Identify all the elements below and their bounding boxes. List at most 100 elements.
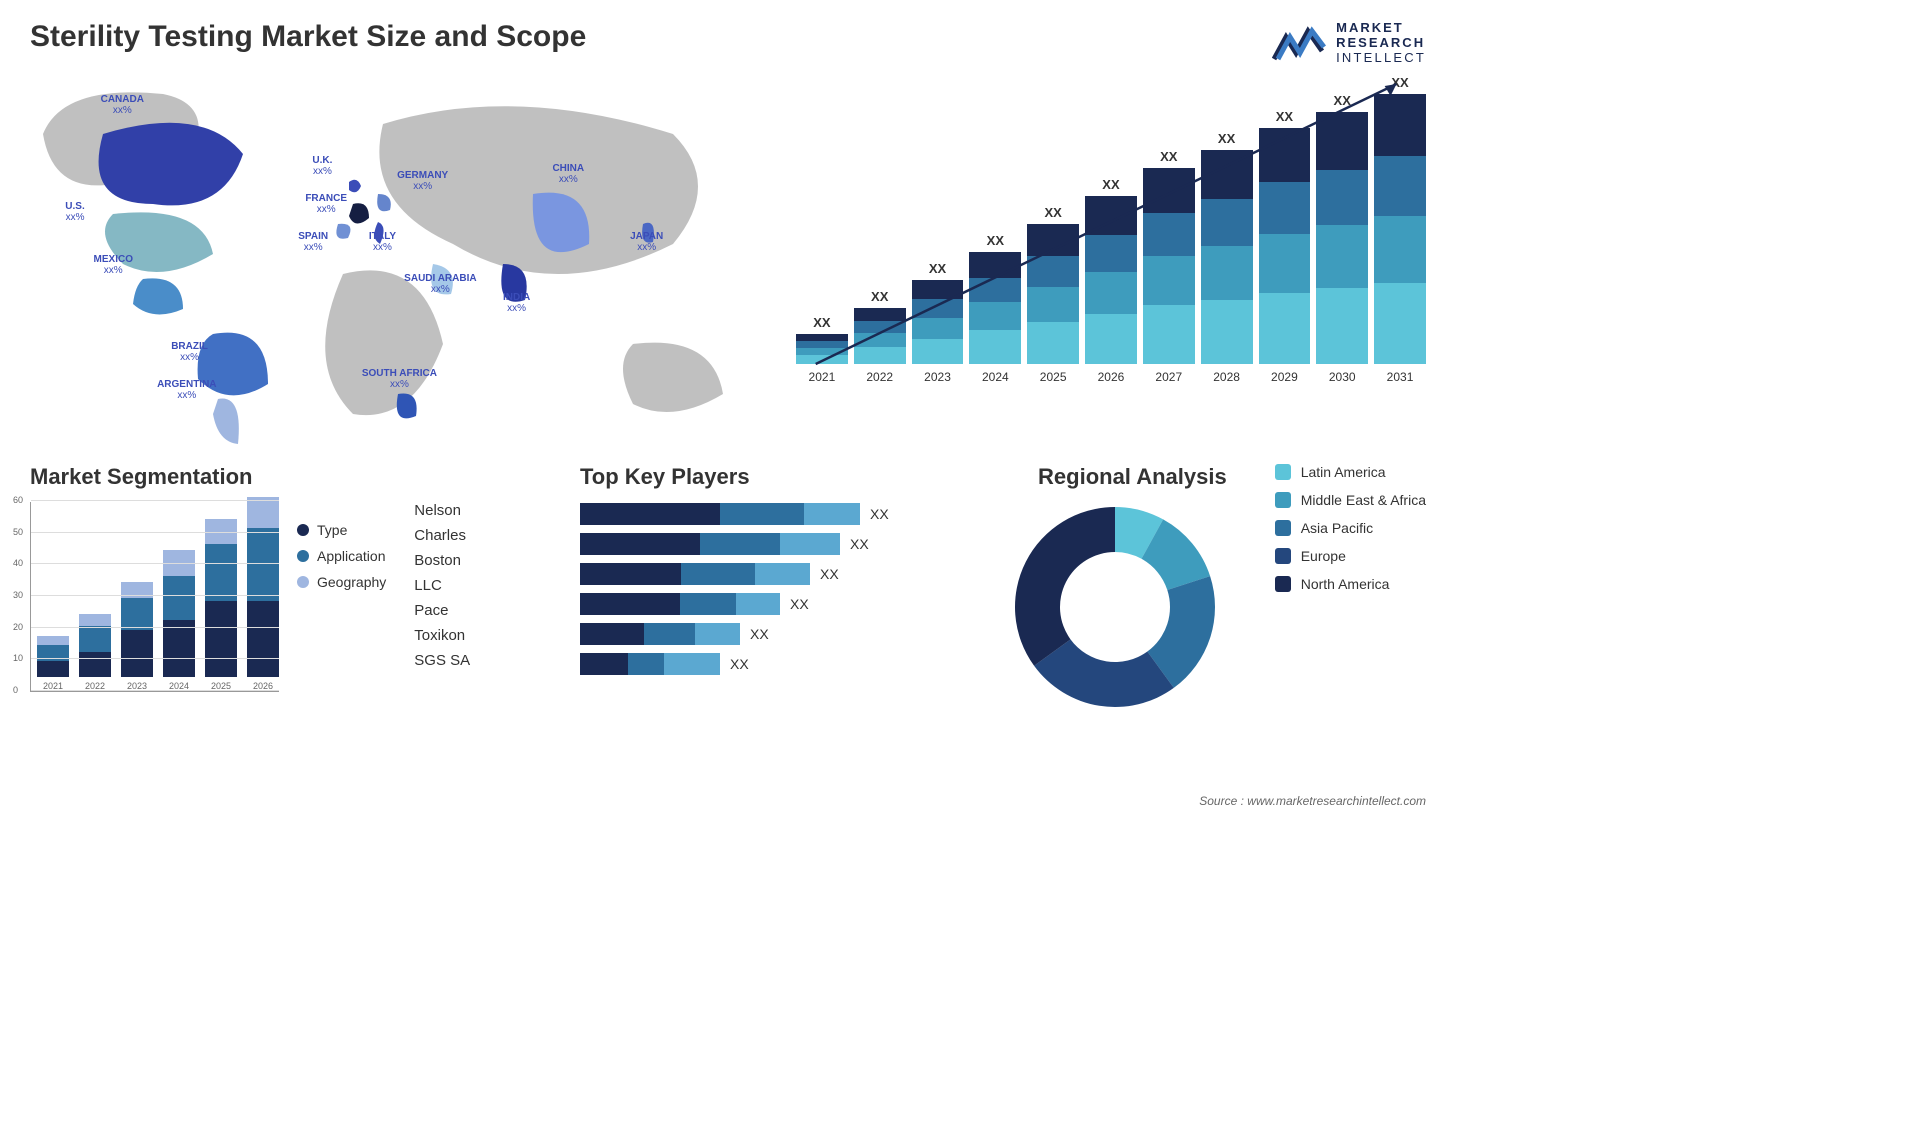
source-label: Source : www.marketresearchintellect.com — [1199, 794, 1426, 808]
players-section: Top Key Players XXXXXXXXXXXX — [580, 464, 980, 717]
forecast-bar-label: XX — [929, 261, 946, 276]
regional-legend-item[interactable]: North America — [1275, 576, 1426, 592]
forecast-bar-label: XX — [871, 289, 888, 304]
map-label: SPAINxx% — [298, 231, 328, 253]
forecast-bar-label: XX — [813, 315, 830, 330]
forecast-year: 2024 — [982, 370, 1009, 384]
logo-text-2: RESEARCH — [1336, 35, 1426, 50]
map-label: CHINAxx% — [552, 163, 584, 185]
segmentation-section: Market Segmentation 01020304050602021202… — [30, 464, 550, 717]
forecast-bar[interactable]: XX2031 — [1374, 75, 1426, 384]
map-label: SAUDI ARABIAxx% — [404, 273, 476, 295]
donut-chart — [1010, 502, 1220, 712]
map-label: INDIAxx% — [503, 292, 530, 314]
regional-legend-label: Europe — [1301, 548, 1346, 564]
forecast-year: 2025 — [1040, 370, 1067, 384]
forecast-bar-label: XX — [1334, 93, 1351, 108]
seg-name: Toxikon — [414, 627, 470, 644]
forecast-year: 2027 — [1155, 370, 1182, 384]
forecast-bar[interactable]: XX 2022 — [854, 289, 906, 384]
player-value: XX — [730, 656, 749, 672]
seg-legend-item[interactable]: Type — [297, 522, 386, 538]
regional-legend-label: Middle East & Africa — [1301, 492, 1426, 508]
logo-text-3: INTELLECT — [1336, 50, 1426, 65]
seg-name: LLC — [414, 577, 470, 594]
player-row[interactable]: XX — [580, 652, 980, 676]
map-label: BRAZILxx% — [171, 341, 208, 363]
regional-legend-label: Latin America — [1301, 464, 1386, 480]
player-value: XX — [820, 566, 839, 582]
forecast-chart: XX2021XX2022XX2023XX2024XX2025XX2026XX20… — [786, 64, 1426, 444]
regional-legend-item[interactable]: Asia Pacific — [1275, 520, 1426, 536]
seg-bar[interactable]: 2021 — [37, 636, 69, 691]
seg-ytick: 10 — [13, 653, 23, 663]
seg-bar[interactable]: 2022 — [79, 614, 111, 691]
player-row[interactable]: XX — [580, 562, 980, 586]
regional-section: Regional Analysis Latin America Middle Ea… — [1010, 464, 1426, 717]
seg-bar[interactable]: 2026 — [247, 497, 279, 691]
player-value: XX — [850, 536, 869, 552]
regional-legend-item[interactable]: Middle East & Africa — [1275, 492, 1426, 508]
regional-legend-item[interactable]: Latin America — [1275, 464, 1426, 480]
seg-ytick: 60 — [13, 495, 23, 505]
forecast-bar-label: XX — [1160, 149, 1177, 164]
forecast-bar[interactable]: XX 2027 — [1143, 149, 1195, 384]
seg-legend-label: Application — [317, 548, 386, 564]
regional-title: Regional Analysis — [1010, 464, 1255, 490]
forecast-bar[interactable]: XX2024 — [969, 233, 1021, 384]
forecast-bar[interactable]: XX2030 — [1316, 93, 1368, 384]
regional-legend-label: Asia Pacific — [1301, 520, 1373, 536]
forecast-bar[interactable]: XX 2028 — [1201, 131, 1253, 384]
player-value: XX — [750, 626, 769, 642]
forecast-bar[interactable]: XX2021 — [796, 315, 848, 384]
forecast-bar-label: XX — [1276, 109, 1293, 124]
forecast-year: 2022 — [866, 370, 893, 384]
forecast-bar-label: XX — [1102, 177, 1119, 192]
map-label: ITALYxx% — [369, 231, 396, 253]
seg-bar[interactable]: 2023 — [121, 582, 153, 691]
regional-legend-item[interactable]: Europe — [1275, 548, 1426, 564]
player-row[interactable]: XX — [580, 622, 980, 646]
forecast-bar[interactable]: XX 2029 — [1259, 109, 1311, 384]
segmentation-legend: Type Application Geography — [297, 522, 386, 692]
map-label: FRANCExx% — [305, 193, 347, 215]
regional-legend: Latin America Middle East & Africa Asia Pa… — [1275, 464, 1426, 717]
donut-slice[interactable] — [1015, 507, 1115, 666]
seg-ytick: 50 — [13, 527, 23, 537]
map-label: CANADAxx% — [101, 94, 144, 116]
player-row[interactable]: XX — [580, 502, 980, 526]
forecast-bar-label: XX — [1391, 75, 1408, 90]
seg-legend-item[interactable]: Geography — [297, 574, 386, 590]
map-label: U.K.xx% — [312, 155, 332, 177]
seg-bar[interactable]: 2024 — [163, 550, 195, 691]
forecast-year: 2023 — [924, 370, 951, 384]
player-row[interactable]: XX — [580, 532, 980, 556]
forecast-bar[interactable]: XX2025 — [1027, 205, 1079, 384]
forecast-year: 2029 — [1271, 370, 1298, 384]
player-value: XX — [870, 506, 889, 522]
players-title: Top Key Players — [580, 464, 980, 490]
map-label: ARGENTINAxx% — [157, 379, 216, 401]
seg-name: SGS SA — [414, 652, 470, 669]
forecast-bar[interactable]: XX2026 — [1085, 177, 1137, 384]
player-row[interactable]: XX — [580, 592, 980, 616]
seg-ytick: 30 — [13, 590, 23, 600]
forecast-year: 2028 — [1213, 370, 1240, 384]
seg-ytick: 0 — [13, 685, 18, 695]
regional-legend-label: North America — [1301, 576, 1390, 592]
seg-name: Charles — [414, 527, 470, 544]
map-label: JAPANxx% — [630, 231, 663, 253]
seg-name: Boston — [414, 552, 470, 569]
seg-legend-item[interactable]: Application — [297, 548, 386, 564]
logo-text-1: MARKET — [1336, 20, 1426, 35]
player-value: XX — [790, 596, 809, 612]
map-label: GERMANYxx% — [397, 170, 448, 192]
forecast-bar-label: XX — [1218, 131, 1235, 146]
seg-legend-label: Type — [317, 522, 347, 538]
segmentation-names: Nelson Charles Boston LLC Pace Toxikon SGS SA — [414, 502, 470, 692]
forecast-bar[interactable]: XX 2023 — [912, 261, 964, 384]
seg-name: Nelson — [414, 502, 470, 519]
seg-bar[interactable]: 2025 — [205, 519, 237, 691]
seg-legend-label: Geography — [317, 574, 386, 590]
seg-name: Pace — [414, 602, 470, 619]
